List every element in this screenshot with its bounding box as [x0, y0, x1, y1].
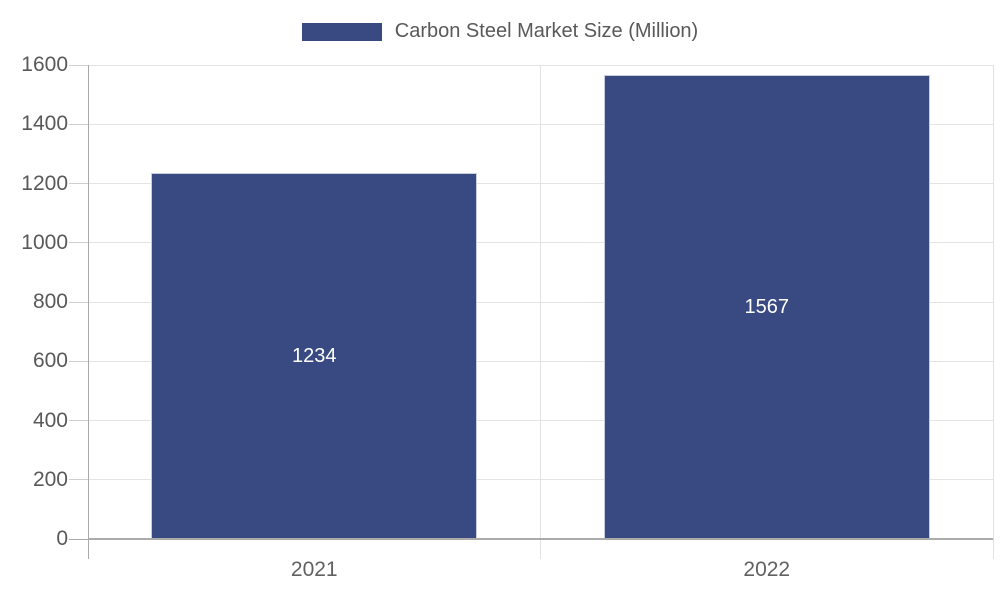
legend-swatch [301, 22, 382, 41]
y-tick-label: 400 [32, 408, 68, 432]
y-tick-label: 1600 [21, 53, 68, 76]
y-tick-mark [69, 242, 88, 244]
bar-2022 [603, 74, 930, 539]
x-gridline [992, 65, 994, 559]
y-tick-mark [69, 420, 88, 421]
y-tick-mark [69, 183, 88, 184]
x-axis-line [88, 538, 993, 540]
y-tick-mark [69, 360, 88, 362]
x-tick-label: 2021 [290, 558, 338, 581]
legend-label: Carbon Steel Market Size (Million) [394, 20, 699, 42]
y-tick-label: 1000 [21, 230, 68, 254]
y-tick-label: 1400 [21, 112, 68, 136]
y-tick-mark [69, 123, 88, 125]
x-gridline [540, 65, 541, 559]
y-tick-mark [69, 301, 88, 303]
y-tick-label: 800 [32, 290, 68, 313]
bar-value-label: 1567 [744, 295, 790, 318]
plot-area: 0 200 400 600 800 1000 1200 1400 1600 1234 2021 156… [21, 54, 994, 581]
y-tick-label: 200 [32, 467, 68, 491]
bar-value-label: 1234 [292, 345, 337, 368]
y-tick-label: 600 [32, 349, 68, 373]
y-tick-label: 1200 [21, 171, 68, 195]
y-tick-label: 0 [56, 527, 68, 550]
y-tick-mark [69, 479, 88, 481]
bar-2021 [151, 173, 478, 539]
legend: Carbon Steel Market Size (Million) [0, 0, 1000, 43]
y-tick-mark [69, 64, 88, 66]
y-axis-line [88, 65, 89, 559]
y-tick-mark [69, 538, 88, 540]
x-tick-label: 2022 [743, 558, 791, 581]
